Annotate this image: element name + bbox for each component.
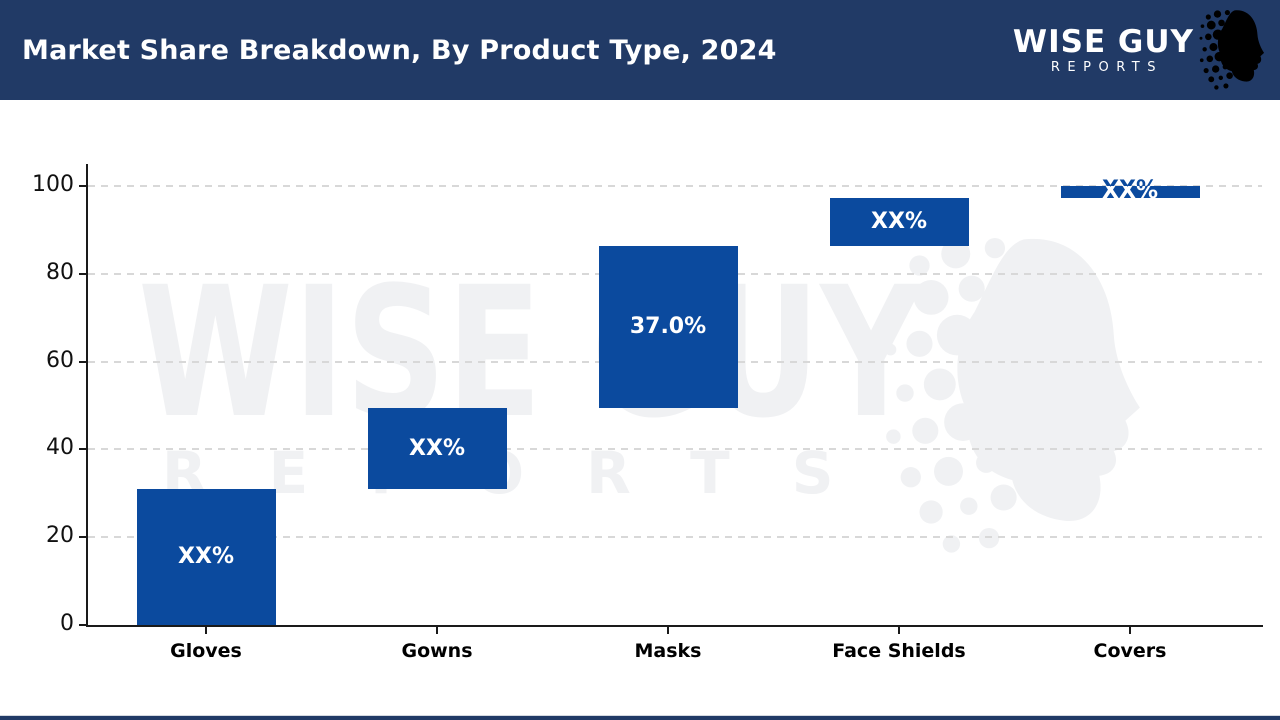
bar-value-label-1: XX% [409, 436, 465, 461]
watermark-text: WISE GUY [138, 249, 922, 458]
y-tick-0 [79, 624, 87, 626]
gridline-20 [88, 536, 1262, 539]
y-axis-label-100: 100 [32, 172, 74, 197]
x-tick-2 [667, 627, 669, 634]
bar-1: XX% [367, 408, 507, 489]
y-tick-40 [79, 448, 87, 451]
y-tick-80 [79, 272, 87, 275]
bar-value-label-4: XX% [1102, 186, 1158, 198]
bar-4: XX% [1060, 186, 1200, 198]
wiseguy-logo: WISE GUY REPORTS [1013, 6, 1272, 94]
x-label-3: Face Shields [832, 640, 966, 662]
bar-value-label-0: XX% [178, 544, 234, 570]
y-axis-label-0: 0 [60, 611, 74, 636]
x-label-1: Gowns [401, 640, 473, 662]
y-axis-label-40: 40 [46, 435, 74, 461]
y-axis-label-80: 80 [46, 259, 74, 285]
x-tick-4 [1129, 627, 1131, 634]
logo-wordmark: WISE GUY [1012, 23, 1194, 60]
bar-value-label-2: 37.0% [629, 314, 707, 340]
logo-text: WISE GUY REPORTS [1013, 25, 1194, 75]
y-tick-20 [79, 536, 87, 539]
x-tick-3 [898, 627, 900, 634]
gridline-100 [88, 185, 1262, 187]
y-axis-label-60: 60 [46, 347, 74, 373]
x-tick-0 [205, 627, 207, 634]
page-title: Market Share Breakdown, By Product Type,… [22, 34, 777, 66]
bar-0: XX% [136, 488, 276, 625]
logo-tagline: REPORTS [1050, 60, 1163, 76]
footer-bar [0, 715, 1280, 720]
y-axis-label-20: 20 [46, 523, 74, 549]
y-tick-100 [79, 185, 87, 187]
gridline-40 [88, 448, 1262, 451]
x-label-0: Gloves [170, 640, 242, 662]
y-axis-line [86, 164, 88, 627]
y-tick-60 [79, 360, 87, 363]
x-axis-line [86, 625, 1263, 627]
bar-3: XX% [829, 197, 969, 246]
x-tick-1 [436, 627, 438, 634]
x-label-2: Masks [634, 640, 702, 662]
x-label-4: Covers [1093, 640, 1167, 662]
bar-value-label-3: XX% [871, 209, 927, 235]
bar-2: 37.0% [598, 245, 738, 409]
header-bar: Market Share Breakdown, By Product Type,… [0, 0, 1280, 100]
